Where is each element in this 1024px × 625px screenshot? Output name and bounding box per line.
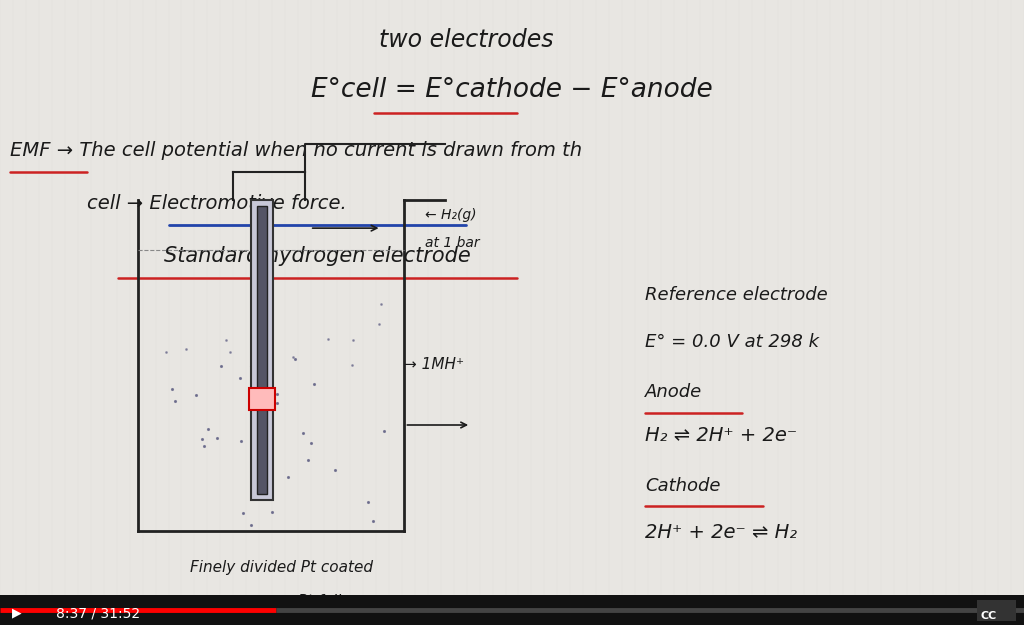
Text: ▶: ▶ bbox=[12, 607, 22, 620]
Text: H₂ ⇌ 2H⁺ + 2e⁻: H₂ ⇌ 2H⁺ + 2e⁻ bbox=[645, 426, 798, 444]
Bar bbox=[251, 200, 273, 500]
Text: at 1 bar: at 1 bar bbox=[425, 236, 479, 250]
Text: CC: CC bbox=[981, 611, 997, 621]
Text: 2H⁺ + 2e⁻ ⇌ H₂: 2H⁺ + 2e⁻ ⇌ H₂ bbox=[645, 522, 798, 541]
Text: ← H₂(g): ← H₂(g) bbox=[425, 208, 476, 222]
Bar bbox=[249, 388, 275, 410]
Bar bbox=[0, 595, 1024, 625]
Text: → 1MH⁺: → 1MH⁺ bbox=[404, 357, 465, 372]
Text: Standard hydrogen electrode: Standard hydrogen electrode bbox=[164, 246, 471, 266]
Text: Anode: Anode bbox=[645, 383, 702, 401]
Text: EMF → The cell potential when no current is drawn from th: EMF → The cell potential when no current… bbox=[10, 141, 583, 160]
Text: E°cell = E°cathode − E°anode: E°cell = E°cathode − E°anode bbox=[311, 77, 713, 103]
Bar bbox=[977, 600, 1016, 621]
Text: Reference electrode: Reference electrode bbox=[645, 286, 827, 304]
Text: Cathode: Cathode bbox=[645, 477, 721, 494]
Text: cell → Electromotive force.: cell → Electromotive force. bbox=[87, 194, 347, 213]
Text: two electrodes: two electrodes bbox=[379, 28, 553, 52]
Text: E° = 0.0 V at 298 k: E° = 0.0 V at 298 k bbox=[645, 333, 819, 351]
Bar bbox=[257, 206, 267, 494]
Text: 8:37 / 31:52: 8:37 / 31:52 bbox=[56, 606, 140, 621]
Text: on Pt foil: on Pt foil bbox=[273, 594, 341, 609]
Text: Finely divided Pt coated: Finely divided Pt coated bbox=[190, 560, 373, 575]
